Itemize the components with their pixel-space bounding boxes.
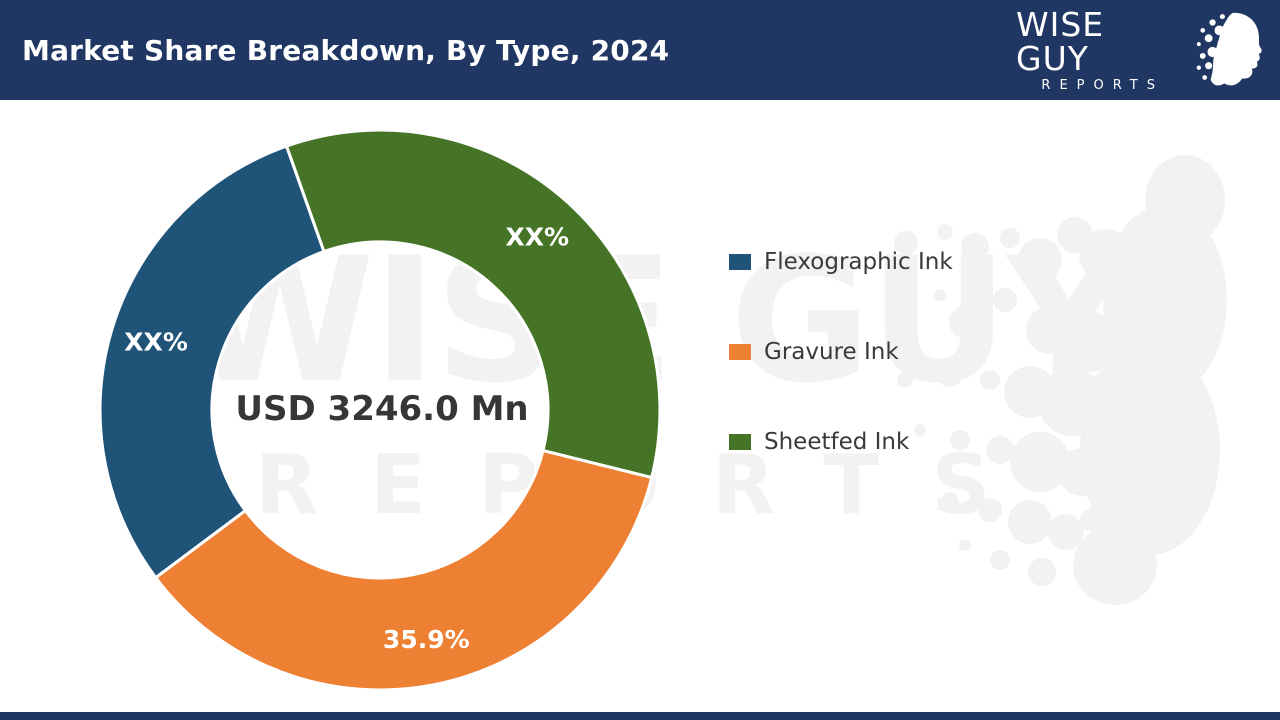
legend-label: Gravure Ink — [764, 338, 899, 365]
logo-text: WISE GUY REPORTS — [1016, 4, 1185, 93]
wise-guy-reports-logo: WISE GUY REPORTS — [1016, 6, 1266, 94]
slice-value-label-sheetfed-ink: XX% — [505, 222, 569, 251]
slice-value-label-gravure-ink: 35.9% — [383, 625, 470, 654]
donut-segment-flexographic-ink — [98, 144, 326, 580]
legend-swatch-flexographic-ink — [729, 254, 751, 270]
header-bar: Market Share Breakdown, By Type, 2024 WI… — [0, 0, 1280, 100]
legend-swatch-sheetfed-ink — [729, 434, 751, 450]
legend-label: Flexographic Ink — [764, 248, 953, 275]
legend-swatch-gravure-ink — [729, 344, 751, 360]
donut-segment-gravure-ink — [153, 448, 654, 692]
donut-segment-sheetfed-ink — [284, 128, 662, 480]
donut-center-value: USD 3246.0 Mn — [235, 389, 528, 429]
logo-wiseguy-text: WISE GUY — [1016, 4, 1105, 78]
footer-bar — [0, 712, 1280, 720]
logo-reports-text: REPORTS — [1041, 77, 1165, 93]
slice-value-label-flexographic-ink: XX% — [124, 328, 188, 357]
legend-label: Sheetfed Ink — [764, 428, 910, 455]
logo-face-icon — [1197, 12, 1263, 86]
chart-legend: Flexographic Ink Gravure Ink Sheetfed In… — [729, 246, 953, 516]
legend-item-gravure-ink: Gravure Ink — [729, 336, 953, 368]
legend-item-sheetfed-ink: Sheetfed Ink — [729, 426, 953, 458]
page-title: Market Share Breakdown, By Type, 2024 — [22, 33, 670, 67]
legend-item-flexographic-ink: Flexographic Ink — [729, 246, 953, 278]
